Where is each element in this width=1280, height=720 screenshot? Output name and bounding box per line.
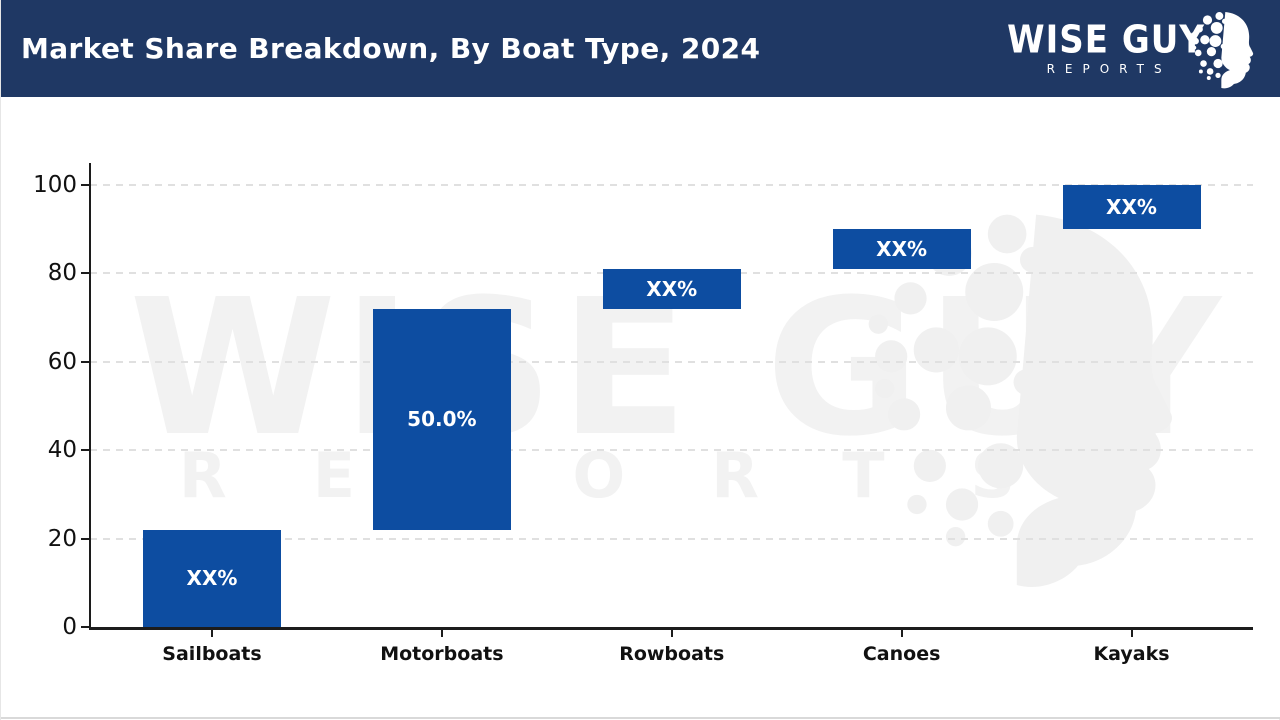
bar-value-label: XX% — [1106, 195, 1157, 220]
y-tick-label-40: 40 — [47, 437, 77, 464]
logo-wordmark: WISE GUY — [1007, 17, 1205, 62]
y-tick-label-80: 80 — [47, 260, 77, 287]
x-axis — [89, 627, 1253, 630]
chart-canvas: WISE GUY REPORTS 0 20 40 60 80 100 XX% Sailboat… — [1, 97, 1280, 718]
y-tick-label-0: 0 — [62, 614, 77, 640]
x-category-label-motorboats: Motorboats — [380, 643, 504, 665]
bar-segment-motorboats: 50.0% — [372, 308, 511, 530]
wiseguy-logo: WISE GUY REPORTS — [1007, 8, 1255, 90]
bar-segment-kayaks: XX% — [1062, 185, 1201, 230]
y-tick-mark-40 — [81, 449, 90, 452]
plot-area: 0 20 40 60 80 100 XX% Sailboats 50.0% Motorboats X… — [1, 97, 1280, 718]
x-tick-mark-4 — [1130, 630, 1133, 637]
bar-segment-rowboats: XX% — [602, 268, 741, 309]
x-category-label-sailboats: Sailboats — [162, 643, 262, 665]
bar-value-label: XX% — [876, 237, 928, 262]
y-tick-mark-60 — [81, 360, 90, 363]
y-tick-label-20: 20 — [47, 525, 77, 552]
x-tick-mark-1 — [440, 630, 443, 637]
y-axis — [89, 162, 91, 629]
bar-value-label: XX% — [186, 566, 238, 591]
y-tick-mark-20 — [81, 537, 90, 540]
bottom-border-line — [1, 717, 1280, 719]
bar-value-label: 50.0% — [407, 407, 477, 432]
bar-segment-sailboats: XX% — [143, 529, 281, 627]
bar-value-label: XX% — [646, 276, 698, 301]
y-tick-mark-100 — [81, 184, 90, 186]
page-title: Market Share Breakdown, By Boat Type, 20… — [21, 32, 761, 65]
y-tick-mark-0 — [81, 626, 90, 628]
y-tick-label-100: 100 — [33, 172, 77, 198]
y-gridline-60 — [90, 360, 1253, 363]
bar-segment-canoes: XX% — [832, 229, 971, 269]
x-tick-mark-2 — [670, 630, 673, 637]
wiseguy-logo-text: WISE GUY REPORTS — [1007, 17, 1205, 76]
x-tick-mark-0 — [211, 630, 213, 637]
logo-subtitle: REPORTS — [1046, 61, 1172, 76]
header-bar: Market Share Breakdown, By Boat Type, 20… — [1, 0, 1280, 97]
y-gridline-20 — [90, 537, 1253, 540]
x-category-label-kayaks: Kayaks — [1093, 643, 1170, 665]
y-tick-mark-80 — [81, 272, 90, 275]
y-gridline-100 — [90, 184, 1253, 186]
y-tick-label-60: 60 — [47, 348, 77, 375]
x-category-label-rowboats: Rowboats — [619, 643, 725, 665]
x-tick-mark-3 — [900, 630, 903, 637]
y-gridline-40 — [90, 449, 1253, 452]
x-category-label-canoes: Canoes — [862, 643, 941, 665]
